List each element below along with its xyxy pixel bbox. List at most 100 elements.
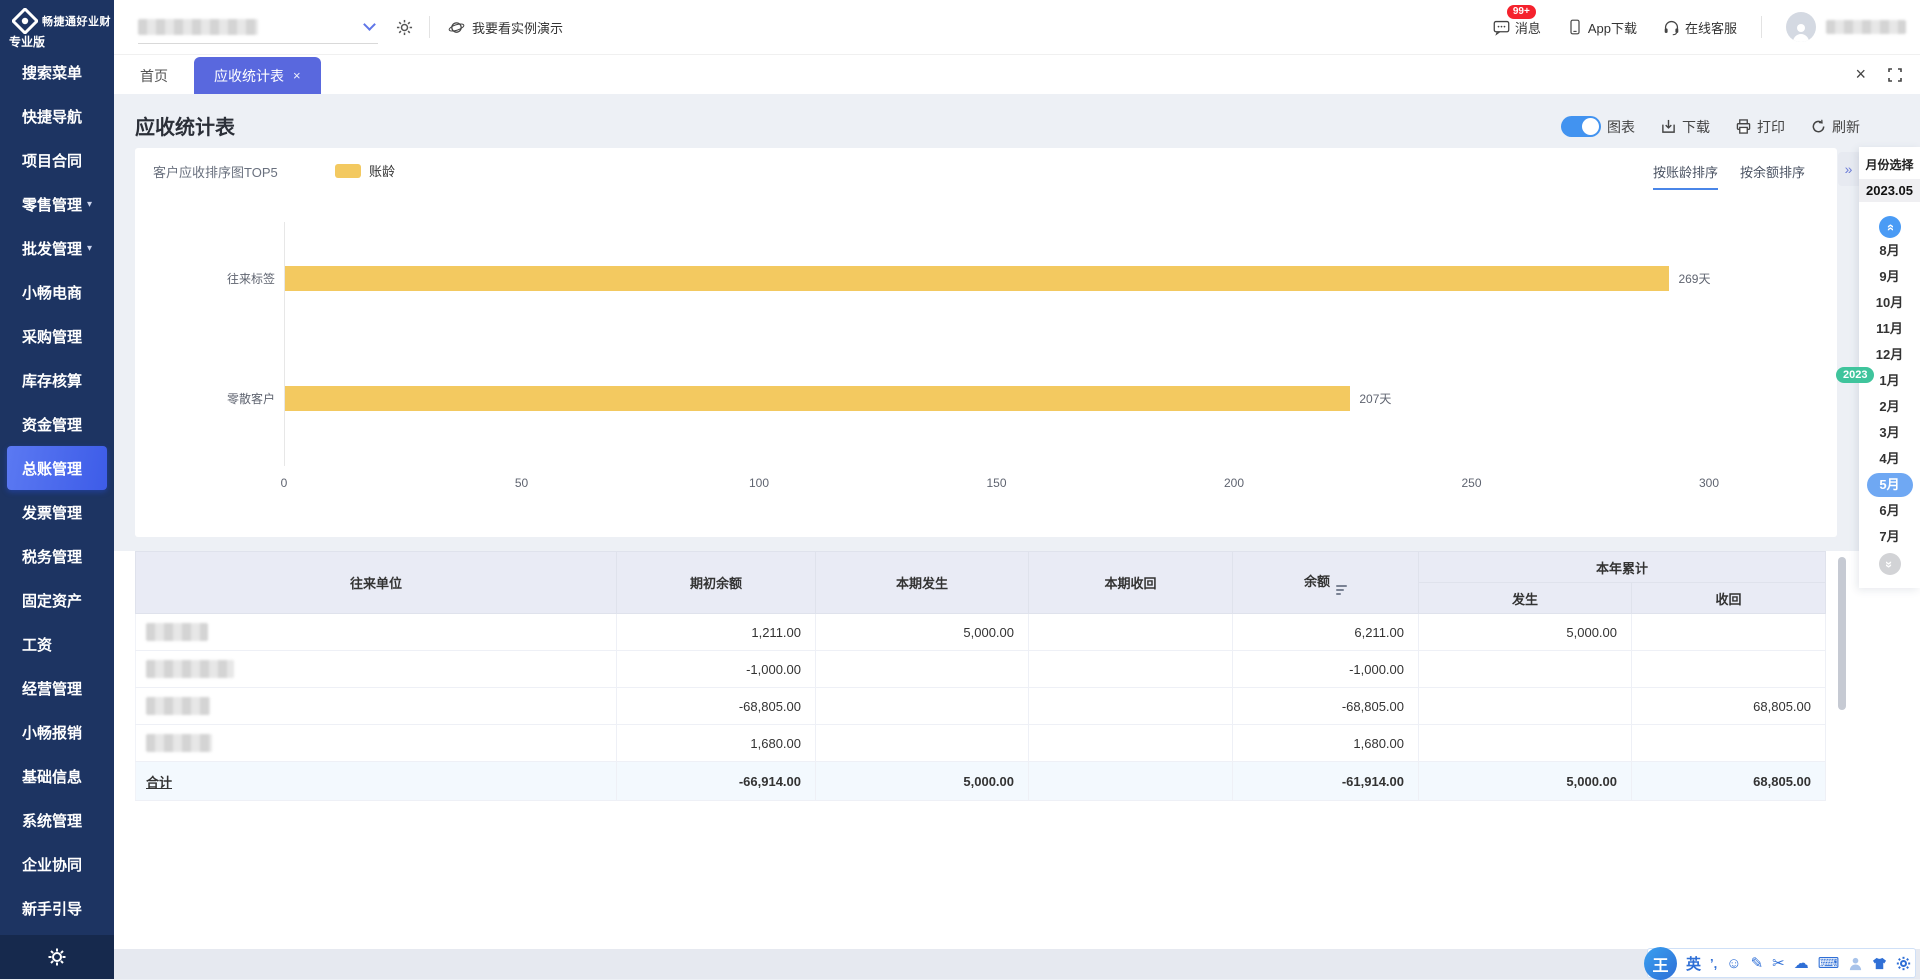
month-item-jan[interactable]: 1月 — [1879, 373, 1900, 388]
sidebar-item-funds-mgmt[interactable]: 资金管理 — [22, 416, 83, 434]
divider — [1761, 16, 1762, 38]
sidebar-item-inventory-accounting[interactable]: 库存核算 — [22, 372, 83, 390]
year-badge: 2023 — [1836, 367, 1875, 383]
demo-link-label: 我要看实例演示 — [472, 20, 564, 36]
close-tab-icon[interactable]: × — [293, 68, 301, 83]
company-select[interactable] — [138, 10, 378, 44]
ime-logo-button[interactable]: 王 — [1644, 947, 1677, 980]
col-header-balance[interactable]: 余额 — [1232, 551, 1419, 614]
sidebar: 畅捷通好业财 专业版 搜索菜单 快捷导航 项目合同 零售管理 ▾ 批发管理 ▾ 小畅… — [0, 0, 114, 979]
taskbar-strip — [114, 949, 1920, 979]
chart-toggle[interactable]: 图表 — [1561, 116, 1635, 137]
tab-receivable-report[interactable]: 应收统计表 × — [194, 57, 321, 94]
scroll-down-button[interactable]: » — [1878, 553, 1901, 575]
sort-by-age-tab[interactable]: 按账龄排序 — [1652, 162, 1718, 190]
sidebar-item-retail-mgmt[interactable]: 零售管理 ▾ — [22, 196, 93, 214]
sidebar-item-enterprise-collab[interactable]: 企业协同 — [22, 856, 83, 874]
demo-link[interactable]: 我要看实例演示 — [448, 18, 563, 37]
sidebar-item-fixed-assets[interactable]: 固定资产 — [22, 592, 83, 610]
month-item-may-active[interactable]: 5月 — [1866, 473, 1913, 497]
month-panel-title: 月份选择 — [1865, 158, 1914, 172]
scissors-icon[interactable]: ✂ — [1772, 954, 1785, 972]
col-header-current-incurred[interactable]: 本期发生 — [815, 551, 1029, 614]
scroll-up-button[interactable]: » — [1878, 216, 1901, 238]
print-label: 打印 — [1757, 118, 1785, 135]
download-button[interactable]: 下载 — [1661, 117, 1710, 137]
sidebar-item-purchase-mgmt[interactable]: 采购管理 — [22, 328, 83, 346]
party-name-redacted — [146, 623, 208, 641]
month-item-feb[interactable]: 2月 — [1879, 399, 1900, 414]
sidebar-item-expense[interactable]: 小畅报销 — [22, 724, 83, 742]
table-row[interactable]: 1,211.00 5,000.00 6,211.00 5,000.00 — [135, 613, 1827, 651]
sidebar-item-search-menu[interactable]: 搜索菜单 — [22, 64, 83, 82]
app-download-button[interactable]: App下载 — [1567, 18, 1637, 37]
close-all-icon[interactable]: × — [1855, 64, 1866, 84]
double-chevron-up-icon: » — [1881, 223, 1897, 231]
month-item-mar[interactable]: 3月 — [1879, 425, 1900, 440]
col-header-ytd-incurred[interactable]: 发生 — [1418, 582, 1632, 614]
sidebar-item-system-mgmt[interactable]: 系统管理 — [22, 812, 83, 830]
sidebar-item-base-info[interactable]: 基础信息 — [22, 768, 83, 786]
total-label-link[interactable]: 合计 — [146, 774, 173, 790]
sidebar-item-quick-nav[interactable]: 快捷导航 — [22, 108, 83, 126]
sidebar-item-beginner-guide[interactable]: 新手引导 — [22, 900, 83, 918]
bar-aging-1[interactable] — [285, 386, 1351, 411]
sort-icon[interactable] — [1336, 584, 1347, 595]
month-item-oct[interactable]: 10月 — [1875, 295, 1904, 310]
sidebar-item-invoice-mgmt[interactable]: 发票管理 — [22, 504, 83, 522]
col-header-party[interactable]: 往来单位 — [135, 551, 617, 614]
month-selector-panel: 月份选择 2023.05 » 8月 9月 10月 11月 12月 1月 2月 3… — [1859, 147, 1920, 588]
user-avatar[interactable] — [1786, 12, 1816, 42]
cloud-icon[interactable]: ☁ — [1793, 954, 1809, 972]
month-item-jun[interactable]: 6月 — [1879, 503, 1900, 518]
keyboard-icon[interactable]: ⌨ — [1817, 954, 1840, 972]
sidebar-item-business-mgmt[interactable]: 经营管理 — [22, 680, 83, 698]
vertical-scrollbar[interactable] — [1838, 557, 1846, 710]
brand-block: 畅捷通好业财 专业版 — [0, 0, 114, 55]
sidebar-settings-button[interactable] — [0, 935, 114, 979]
sort-by-balance-tab[interactable]: 按余额排序 — [1739, 165, 1805, 180]
chart-legend[interactable]: 账龄 — [335, 161, 395, 180]
pencil-icon[interactable]: ✎ — [1750, 954, 1764, 972]
col-header-opening-balance[interactable]: 期初余额 — [616, 551, 816, 614]
table-header: 往来单位 期初余额 本期发生 本期收回 余额 本年累计 发生 收回 — [135, 551, 1827, 614]
sidebar-item-general-ledger[interactable]: 总账管理 — [7, 446, 107, 490]
month-item-nov[interactable]: 11月 — [1876, 321, 1903, 336]
legend-label: 账龄 — [369, 164, 396, 179]
month-item-apr[interactable]: 4月 — [1879, 451, 1900, 466]
sidebar-item-project-contract[interactable]: 项目合同 — [22, 152, 83, 170]
fullscreen-icon[interactable] — [1888, 67, 1902, 82]
refresh-button[interactable]: 刷新 — [1811, 117, 1860, 137]
headset-icon — [1664, 20, 1679, 35]
table-row[interactable]: 1,680.00 1,680.00 — [135, 724, 1827, 762]
toggle-on-switch[interactable] — [1561, 116, 1601, 137]
gear-icon[interactable] — [1896, 956, 1911, 971]
ime-punctuation-toggle[interactable]: ’, — [1710, 955, 1718, 971]
table-row[interactable]: -68,805.00 -68,805.00 68,805.00 — [135, 687, 1827, 725]
panel-collapse-button[interactable]: » — [1838, 152, 1859, 186]
tab-home[interactable]: 首页 — [140, 67, 168, 84]
sidebar-item-wholesale-mgmt[interactable]: 批发管理 ▾ — [22, 240, 93, 258]
online-service-button[interactable]: 在线客服 — [1663, 18, 1737, 37]
sidebar-item-payroll[interactable]: 工资 — [22, 636, 53, 654]
month-item-dec[interactable]: 12月 — [1875, 347, 1904, 362]
emoji-icon[interactable]: ☺ — [1726, 954, 1742, 972]
col-header-current-received[interactable]: 本期收回 — [1028, 551, 1233, 614]
print-button[interactable]: 打印 — [1736, 117, 1785, 137]
month-item-jul[interactable]: 7月 — [1879, 529, 1900, 544]
month-item-aug[interactable]: 8月 — [1879, 243, 1900, 258]
current-period: 2023.05 — [1859, 179, 1920, 202]
month-item-sep[interactable]: 9月 — [1879, 269, 1900, 284]
sidebar-item-ecommerce[interactable]: 小畅电商 — [22, 284, 83, 302]
double-chevron-down-icon: » — [1881, 560, 1897, 568]
col-header-ytd-received[interactable]: 收回 — [1630, 582, 1827, 614]
table-row[interactable]: -1,000.00 -1,000.00 — [135, 650, 1827, 688]
ime-language-toggle[interactable]: 英 — [1686, 955, 1702, 973]
sidebar-item-tax-mgmt[interactable]: 税务管理 — [22, 548, 83, 566]
bar-aging-0[interactable] — [285, 266, 1670, 291]
messages-button[interactable]: 消息 99+ — [1493, 4, 1541, 37]
skin-shirt-icon[interactable] — [1872, 956, 1887, 971]
person-icon[interactable] — [1848, 956, 1863, 971]
settings-gear-button[interactable] — [396, 19, 413, 36]
col-header-ytd[interactable]: 本年累计 — [1417, 551, 1827, 583]
